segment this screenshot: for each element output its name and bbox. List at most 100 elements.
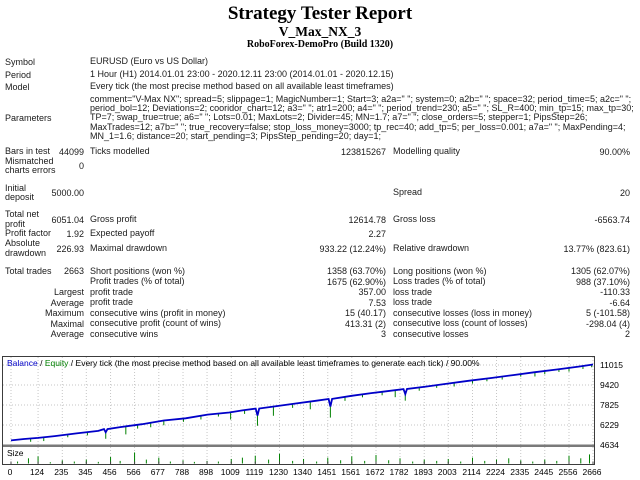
table-cell-pair: Profit trades (% of total) 1675 (62.90%) [84, 276, 386, 286]
stat-value: 1.92 [66, 229, 84, 240]
table-cell-pair: Initial deposit 5000.00 [0, 183, 84, 203]
table-cell-pair: consecutive losses 2 [386, 329, 630, 339]
stat-label: Gross loss [393, 213, 436, 224]
table-row: Initial deposit 5000.00 Spread 20 [0, 183, 640, 203]
stat-value: 2.27 [368, 229, 386, 240]
stat-value: 3 [380, 329, 386, 340]
info-row-parameters: Parameters comment="V-Max NX"; spread=5;… [0, 94, 640, 142]
stat-label: Total net profit [5, 209, 40, 229]
x-axis-tick-label: 898 [198, 467, 214, 477]
table-cell-pair: profit trade 357.00 [84, 287, 386, 297]
table-row: Maximal consecutive profit (count of wins… [0, 318, 640, 329]
x-axis-tick-label: 2335 [510, 467, 530, 477]
x-axis-tick-label: 1340 [293, 467, 312, 477]
equity-legend-label: Equity [44, 358, 69, 368]
x-axis-tick-label: 235 [54, 467, 69, 477]
table-cell-pair: profit trade 7.53 [84, 297, 386, 308]
stat-value: 988 (37.10%) [575, 276, 630, 287]
info-row-period: Period 1 Hour (H1) 2014.01.01 23:00 - 20… [0, 69, 640, 80]
table-cell-pair: Spread 20 [386, 187, 630, 198]
stat-label: Spread [393, 187, 423, 198]
x-axis-tick-label: 2003 [437, 467, 457, 477]
stat-label: consecutive losses (loss in money) [393, 307, 533, 318]
y-axis-tick-label: 6229 [600, 420, 619, 430]
stat-label: consecutive profit (count of wins) [90, 318, 222, 328]
table-cell-pair: Ticks modelled 123815267 [84, 146, 386, 157]
table-row: Profit trades (% of total) 1675 (62.90%) L… [0, 276, 640, 287]
x-axis-tick-label: 1893 [413, 467, 433, 477]
stat-label: Profit trades (% of total) [90, 276, 185, 286]
balance-chart: Balance / Equity / Every tick (the most … [2, 356, 595, 465]
table-cell-pair: loss trade -110.33 [386, 287, 630, 297]
info-row-symbol: Symbol EURUSD (Euro vs US Dollar) [0, 56, 640, 67]
table-cell-pair: Loss trades (% of total) 988 (37.10%) [386, 276, 630, 287]
stat-label: Ticks modelled [90, 146, 150, 157]
table-row: Total trades 2663 Short positions (won %) 1… [0, 266, 640, 277]
table-cell-pair: consecutive profit (count of wins) 413.31… [84, 318, 386, 329]
page-title: Strategy Tester Report [227, 3, 413, 24]
stats-table: Bars in test 44099 Ticks modelled 123815267… [0, 146, 640, 340]
stat-label: Mismatched charts errors [5, 156, 56, 176]
table-cell-pair: Largest [0, 287, 84, 297]
x-axis-tick-label: 456 [102, 467, 117, 477]
x-axis-tick-label: 1009 [220, 467, 240, 477]
table-row: Average profit trade 7.53 loss trade -6.64 [0, 297, 640, 308]
table-cell-pair: Profit factor 1.92 [0, 229, 84, 239]
stat-value: 7.53 [368, 297, 386, 308]
stat-value: 123815267 [340, 146, 386, 157]
stat-label: Expected payoff [90, 228, 155, 239]
table-cell-pair: Maximum [0, 308, 84, 318]
expert-name: V_Max_NX_3 [278, 24, 362, 39]
x-axis-tick-label: 1119 [245, 467, 264, 477]
stat-value: 12614.78 [348, 214, 386, 225]
model-value: Every tick (the most precise method base… [90, 81, 394, 92]
table-row: Profit factor 1.92 Expected payoff 2.27 [0, 229, 640, 240]
stat-label: Gross profit [90, 213, 137, 224]
info-table: Symbol EURUSD (Euro vs US Dollar) Period… [0, 56, 640, 142]
stat-label: consecutive wins (profit in money) [90, 307, 226, 318]
table-row: Maximum consecutive wins (profit in money… [0, 308, 640, 319]
table-row: Mismatched charts errors 0 [0, 156, 640, 176]
table-cell-pair: Bars in test 44099 [0, 146, 84, 157]
stat-label: Relative drawdown [393, 242, 470, 253]
stat-value: Maximum [44, 308, 84, 319]
table-cell-pair: Maximal [0, 319, 84, 329]
y-axis-tick-label: 7825 [600, 400, 619, 410]
stat-value: 13.77% (823.61) [563, 243, 630, 254]
chart-legend: Balance / Equity / Every tick (the most … [7, 358, 480, 368]
table-cell-pair: consecutive wins (profit in money) 15 (40… [84, 308, 386, 318]
stat-value: 90.00% [599, 146, 630, 157]
stat-label: Total trades [5, 265, 52, 276]
balance-legend-label: Balance [7, 358, 38, 368]
report-header: Strategy Tester Report V_Max_NX_3 RoboFo… [0, 0, 640, 51]
table-cell-pair: Long positions (won %) 1305 (62.07%) [386, 266, 630, 276]
stat-label: Maximal drawdown [90, 242, 168, 253]
stat-value: 2 [624, 329, 630, 340]
stat-value: 1358 (63.70%) [326, 266, 386, 277]
stat-value: Average [50, 297, 84, 308]
stat-value: 413.31 (2) [344, 318, 386, 329]
table-cell-pair: Average [0, 298, 84, 308]
table-cell-pair: Gross loss -6563.74 [386, 213, 630, 224]
x-axis-tick-label: 2224 [486, 467, 505, 477]
table-cell-pair: Relative drawdown 13.77% (823.61) [386, 242, 630, 254]
table-cell-pair: Maximal drawdown 933.22 (12.24%) [84, 242, 386, 253]
table-cell-pair: consecutive loss (count of losses) -298.0… [386, 318, 630, 328]
stat-label: profit trade [90, 297, 134, 307]
table-cell-pair: loss trade -6.64 [386, 297, 630, 307]
stat-value: 44099 [58, 146, 84, 157]
x-axis-tick-label: 1230 [269, 467, 288, 477]
broker-build: RoboForex-DemoPro (Build 1320) [246, 39, 394, 50]
stat-label: Absolute drawdown [5, 238, 47, 258]
parameters-label: Parameters [5, 113, 52, 124]
table-row: Average consecutive wins 3 consecutive loss… [0, 329, 640, 340]
stat-value: 226.93 [56, 243, 84, 254]
info-row-model: Model Every tick (the most precise metho… [0, 81, 640, 92]
table-row: Absolute drawdown 226.93 Maximal drawdown 9… [0, 239, 640, 258]
x-axis-tick-label: 788 [174, 467, 190, 477]
symbol-label: Symbol [5, 57, 36, 67]
stat-label: loss trade [393, 286, 433, 297]
stat-label: Long positions (won %) [393, 265, 487, 276]
table-cell-pair: Modelling quality 90.00% [386, 146, 630, 157]
